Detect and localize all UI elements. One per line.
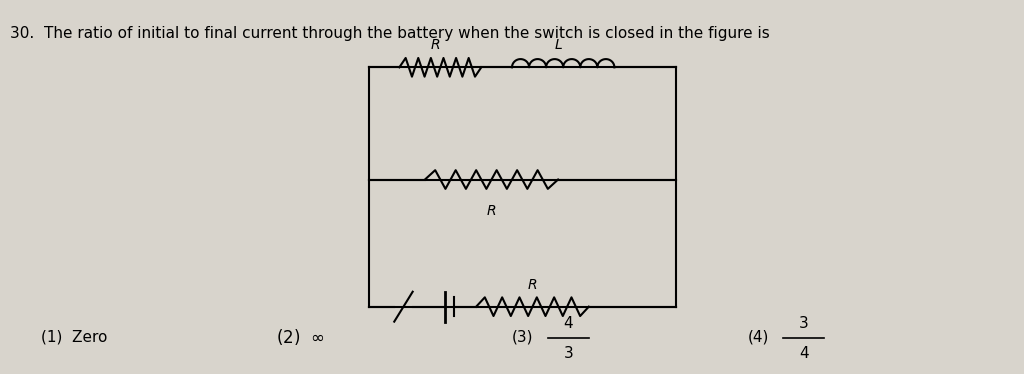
Text: 3: 3 — [799, 316, 809, 331]
Text: (2)  $\infty$: (2) $\infty$ — [276, 327, 325, 347]
Text: 4: 4 — [799, 346, 809, 361]
Text: 30.  The ratio of initial to final current through the battery when the switch i: 30. The ratio of initial to final curren… — [10, 26, 770, 41]
Text: L: L — [554, 39, 562, 52]
Text: 4: 4 — [563, 316, 573, 331]
Text: R: R — [430, 39, 440, 52]
Text: (1)  Zero: (1) Zero — [41, 329, 108, 344]
Text: 3: 3 — [563, 346, 573, 361]
Text: R: R — [527, 278, 538, 292]
Text: R: R — [486, 204, 497, 218]
Text: (3): (3) — [512, 329, 534, 344]
Text: (4): (4) — [748, 329, 769, 344]
